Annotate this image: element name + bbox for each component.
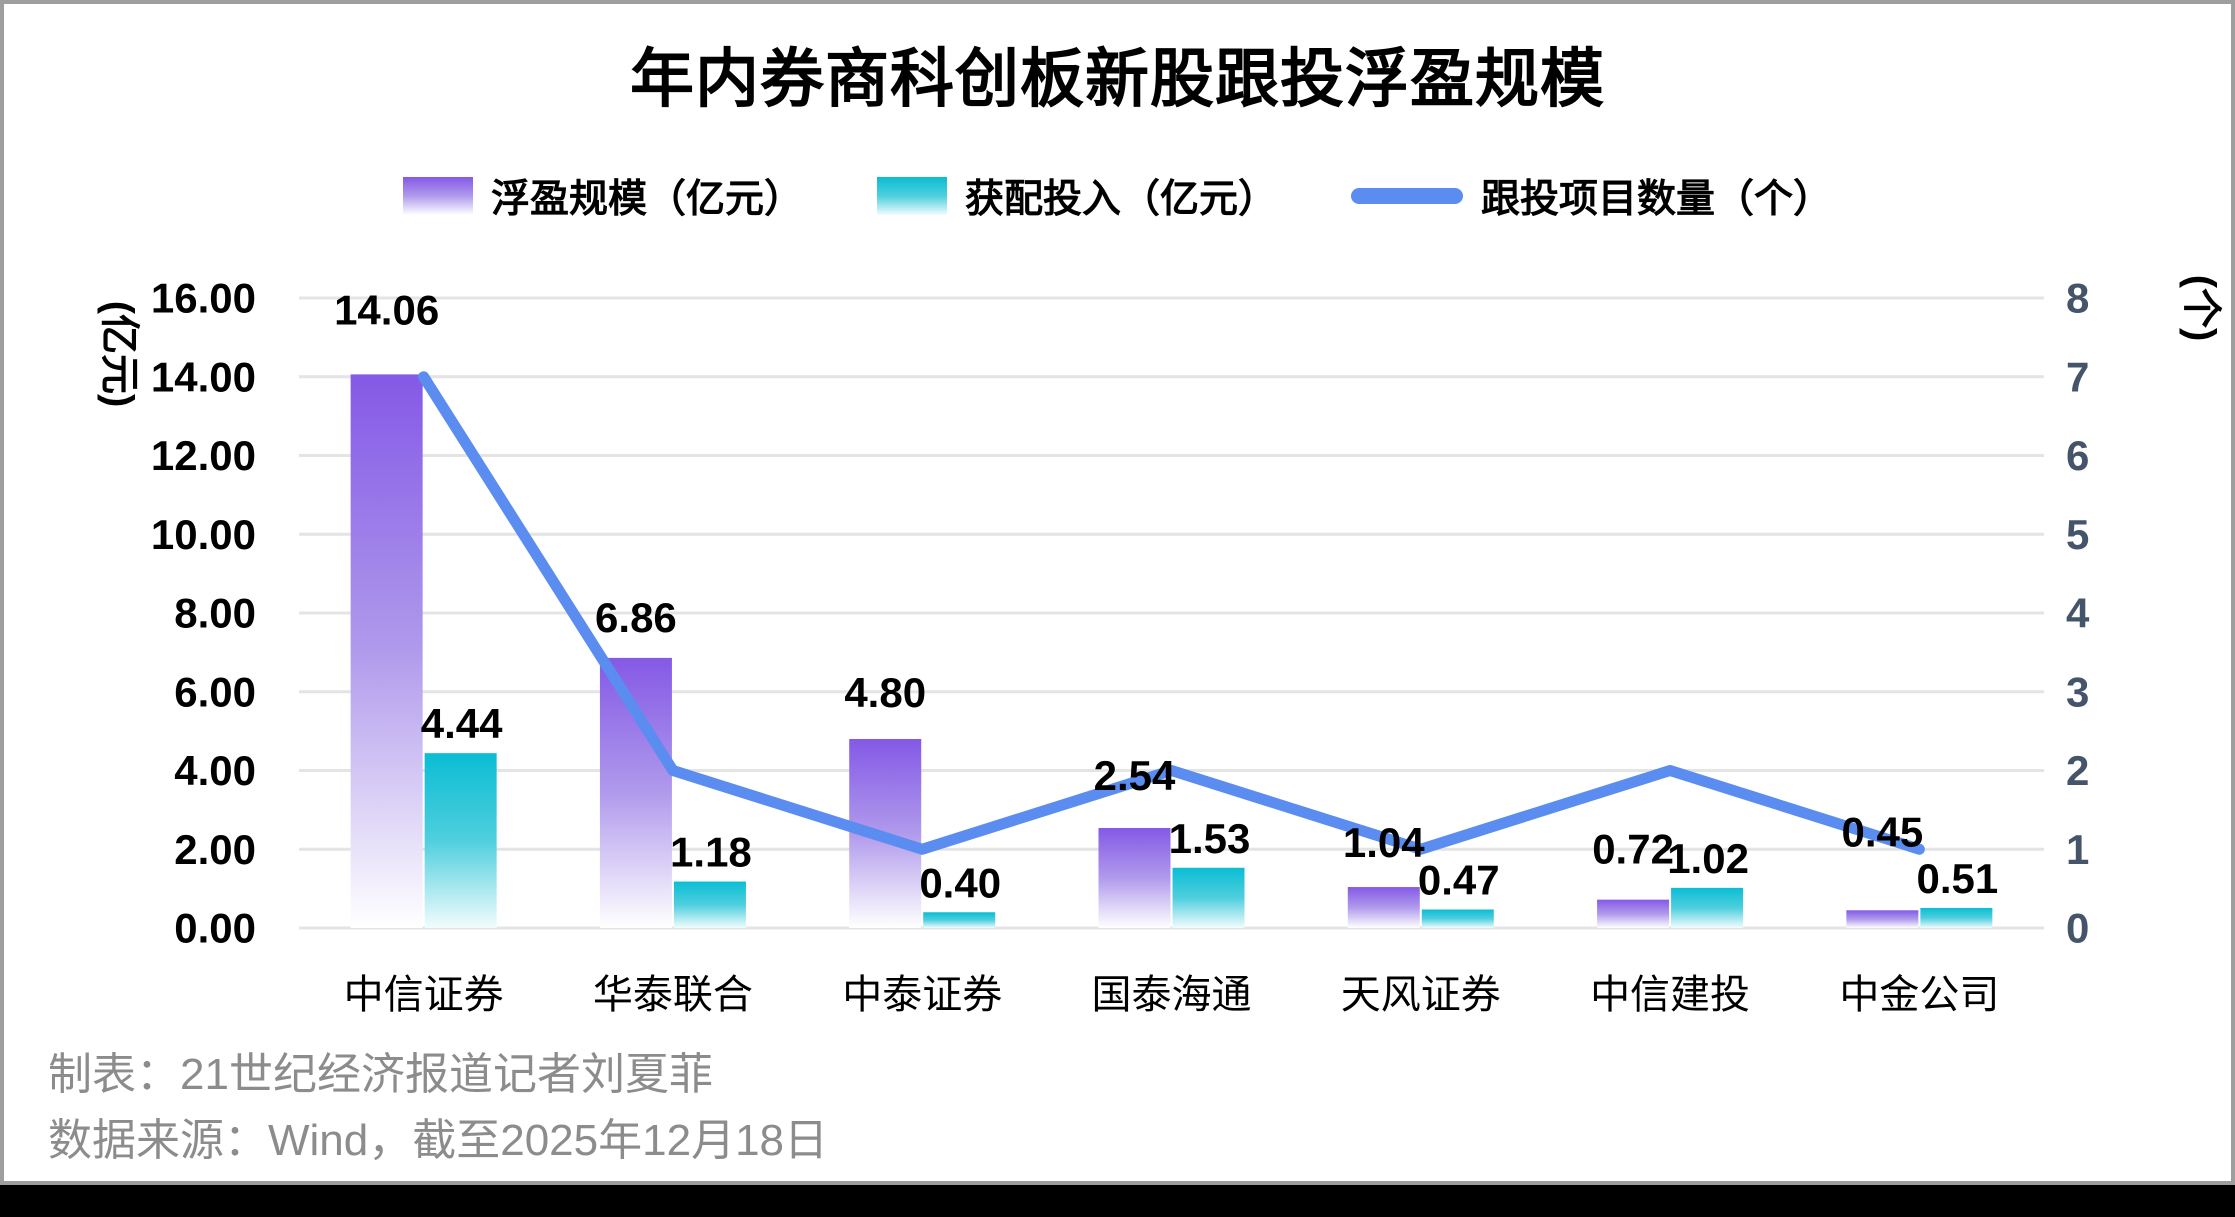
svg-text:6: 6 bbox=[2066, 432, 2089, 479]
footer-source: 数据来源：Wind，截至2025年12月18日 bbox=[48, 1116, 829, 1165]
left-axis-ticks: 0.00 2.00 4.00 6.00 8.00 10.00 12.00 14.00 16.00 bbox=[151, 275, 256, 952]
left-axis-title: (亿元) bbox=[97, 301, 141, 408]
svg-text:0: 0 bbox=[2066, 905, 2089, 952]
svg-text:3: 3 bbox=[2066, 668, 2089, 715]
svg-text:1: 1 bbox=[2066, 826, 2089, 873]
label-profit-天风证券: 1.04 bbox=[1343, 819, 1425, 866]
bar-invest-天风证券 bbox=[1421, 909, 1494, 928]
category-label-中金公司: 中金公司 bbox=[1839, 973, 1999, 1017]
legend-swatch-teal-icon bbox=[876, 177, 947, 215]
category-label-中信证券: 中信证券 bbox=[344, 973, 504, 1017]
svg-text:2: 2 bbox=[2066, 747, 2089, 794]
bar-profit-华泰联合 bbox=[599, 657, 672, 928]
legend-item-profit: 浮盈规模（亿元） bbox=[402, 168, 803, 224]
svg-text:8: 8 bbox=[2066, 275, 2089, 322]
bar-profit-中信建投 bbox=[1597, 899, 1670, 928]
bar-profit-天风证券 bbox=[1347, 887, 1420, 928]
chart-footer: 制表：21世纪经济报道记者刘夏菲 数据来源：Wind，截至2025年12月18日 bbox=[48, 1042, 2231, 1174]
bar-invest-华泰联合 bbox=[673, 881, 746, 928]
svg-text:4: 4 bbox=[2066, 590, 2090, 637]
bar-invest-中信证券 bbox=[424, 753, 497, 928]
bar-invest-中泰证券 bbox=[923, 912, 996, 928]
label-invest-中信建投: 1.02 bbox=[1667, 835, 1749, 882]
chart-card: 年内券商科创板新股跟投浮盈规模 浮盈规模（亿元） 获配投入（亿元） 跟投项目数量… bbox=[0, 0, 2235, 1185]
category-labels: 中信证券 华泰联合 中泰证券 国泰海通 天风证券 中信建投 中金公司 bbox=[344, 973, 2000, 1017]
svg-text:14.00: 14.00 bbox=[151, 353, 256, 400]
label-invest-天风证券: 0.47 bbox=[1418, 856, 1500, 903]
label-profit-国泰海通: 2.54 bbox=[1094, 752, 1176, 799]
category-label-华泰联合: 华泰联合 bbox=[593, 973, 753, 1017]
grid-lines bbox=[299, 296, 2044, 930]
right-axis-title: (个) bbox=[2179, 275, 2223, 342]
line-series bbox=[418, 371, 1925, 855]
label-invest-中泰证券: 0.40 bbox=[919, 859, 1001, 906]
data-labels: 14.064.446.861.184.800.402.541.53 1.040.4… bbox=[334, 286, 1998, 906]
svg-text:6.00: 6.00 bbox=[174, 668, 256, 715]
right-axis-ticks: 0 1 2 3 4 5 6 7 8 bbox=[2066, 275, 2090, 952]
svg-text:0.00: 0.00 bbox=[174, 905, 256, 952]
legend-label-invest: 获配投入（亿元） bbox=[964, 178, 1277, 221]
chart-legend: 浮盈规模（亿元） 获配投入（亿元） 跟投项目数量（个） bbox=[4, 168, 2231, 224]
label-invest-中信证券: 4.44 bbox=[421, 700, 503, 747]
bar-invest-中金公司 bbox=[1920, 907, 1993, 928]
legend-label-profit: 浮盈规模（亿元） bbox=[490, 178, 803, 221]
svg-text:7: 7 bbox=[2066, 353, 2089, 400]
category-label-中泰证券: 中泰证券 bbox=[842, 973, 1002, 1017]
label-invest-华泰联合: 1.18 bbox=[670, 829, 752, 876]
chart-title: 年内券商科创板新股跟投浮盈规模 bbox=[630, 43, 1605, 115]
svg-text:4.00: 4.00 bbox=[174, 747, 256, 794]
bars-invest-series bbox=[424, 753, 1993, 928]
svg-text:10.00: 10.00 bbox=[151, 511, 256, 558]
svg-text:16.00: 16.00 bbox=[151, 275, 256, 322]
bottom-bar bbox=[0, 1185, 2235, 1217]
label-profit-华泰联合: 6.86 bbox=[595, 594, 677, 641]
legend-item-invest: 获配投入（亿元） bbox=[876, 168, 1277, 224]
svg-text:12.00: 12.00 bbox=[151, 432, 256, 479]
label-invest-国泰海通: 1.53 bbox=[1169, 815, 1251, 862]
chart-canvas: 0.00 2.00 4.00 6.00 8.00 10.00 12.00 14.00 16.00… bbox=[97, 275, 2223, 1018]
bar-profit-中金公司 bbox=[1846, 910, 1919, 928]
footer-credit: 制表：21世纪经济报道记者刘夏菲 bbox=[48, 1050, 713, 1099]
svg-text:8.00: 8.00 bbox=[174, 590, 256, 637]
bar-profit-中信证券 bbox=[350, 374, 423, 928]
bar-invest-国泰海通 bbox=[1172, 867, 1245, 928]
label-profit-中信建投: 0.72 bbox=[1592, 826, 1674, 873]
bar-invest-中信建投 bbox=[1671, 887, 1744, 928]
svg-text:2.00: 2.00 bbox=[174, 826, 256, 873]
legend-item-count: 跟投项目数量（个） bbox=[1351, 168, 1832, 224]
label-profit-中信证券: 14.06 bbox=[334, 286, 439, 333]
label-profit-中金公司: 0.45 bbox=[1841, 808, 1923, 855]
svg-text:5: 5 bbox=[2066, 511, 2089, 558]
bars-profit-series bbox=[350, 374, 1919, 928]
bar-profit-国泰海通 bbox=[1098, 827, 1171, 928]
label-profit-中泰证券: 4.80 bbox=[844, 669, 926, 716]
category-label-国泰海通: 国泰海通 bbox=[1092, 973, 1252, 1017]
legend-label-count: 跟投项目数量（个） bbox=[1481, 178, 1833, 221]
category-label-天风证券: 天风证券 bbox=[1341, 973, 1501, 1017]
label-invest-中金公司: 0.51 bbox=[1916, 855, 1998, 902]
legend-swatch-purple-icon bbox=[402, 177, 473, 215]
category-label-中信建投: 中信建投 bbox=[1590, 973, 1750, 1017]
legend-line-blue-icon bbox=[1351, 188, 1463, 204]
